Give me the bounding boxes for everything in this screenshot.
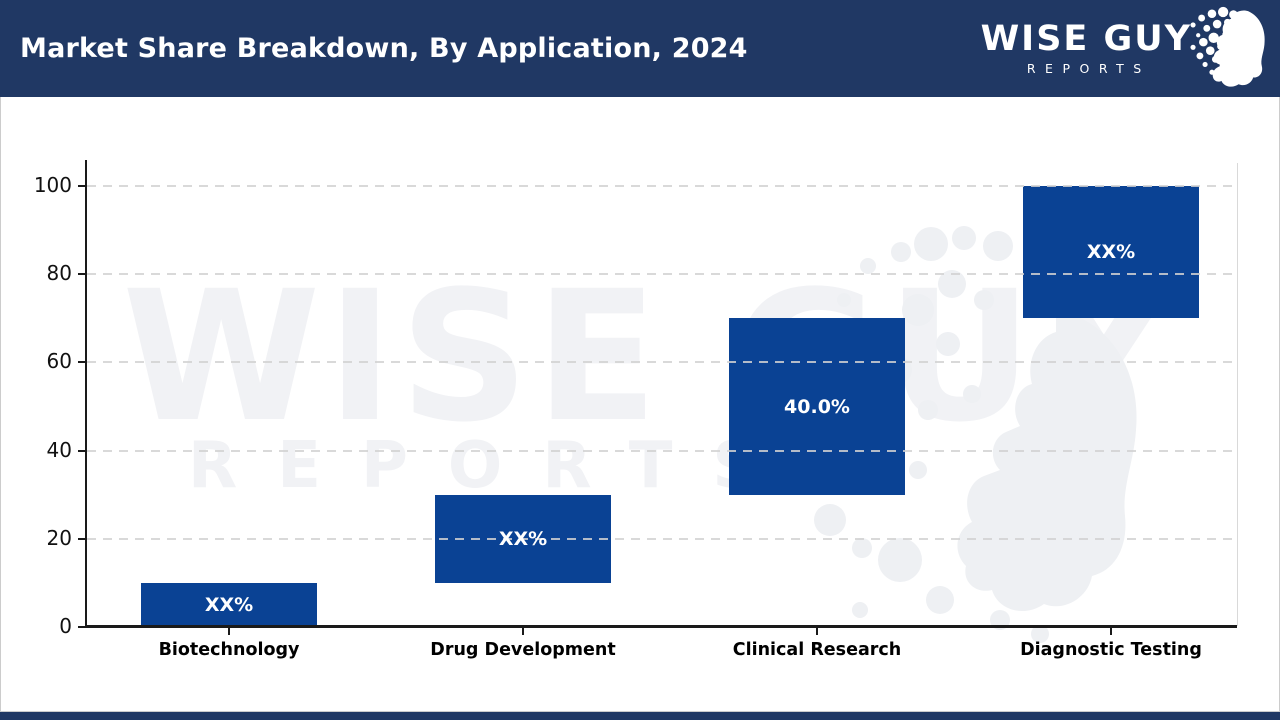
- y-tick-label: 0: [59, 614, 72, 638]
- y-tick-label: 40: [46, 437, 72, 462]
- watermark-wordmark: WISE GUY: [122, 253, 1176, 462]
- y-axis-spine: [85, 160, 87, 627]
- gridline-100: [87, 185, 1237, 187]
- y-tick-20: [78, 537, 86, 540]
- bar-value-label: XX%: [204, 593, 254, 616]
- y-tick-label: 20: [46, 525, 72, 550]
- wise-guy-reports-logo: WISE GUY REPORTS: [981, 6, 1270, 92]
- logo-text: WISE GUY REPORTS: [980, 18, 1192, 76]
- x-tick: [228, 628, 230, 635]
- gridline-60: [87, 361, 1237, 364]
- bar-segment: [1023, 186, 1199, 319]
- y-tick-80: [78, 273, 86, 276]
- bar-value-label: XX%: [498, 527, 548, 550]
- y-tick-label: 80: [46, 261, 72, 286]
- dotted-face-icon: [1190, 6, 1265, 87]
- y-tick-100: [78, 185, 86, 187]
- x-category-label: Biotechnology: [158, 640, 300, 660]
- y-tick-label: 60: [46, 349, 72, 374]
- x-tick: [1110, 628, 1112, 635]
- bar-value-label: XX%: [1086, 241, 1136, 264]
- watermark-subtitle: REPORTS: [188, 429, 799, 503]
- x-tick: [522, 628, 524, 635]
- footer-bar: [0, 712, 1280, 720]
- right-spine: [1237, 163, 1238, 626]
- y-tick-0: [78, 626, 86, 628]
- gridline-20: [87, 537, 1237, 540]
- bar-value-label: 40.0%: [784, 395, 850, 418]
- x-category-label: Clinical Research: [732, 640, 902, 660]
- x-category-label: Drug Development: [430, 640, 616, 660]
- logo-wordmark: WISE GUY: [980, 18, 1192, 59]
- bar-segment: [141, 582, 317, 627]
- header: Market Share Breakdown, By Application, …: [0, 0, 1280, 97]
- x-category-label: Diagnostic Testing: [1020, 640, 1202, 660]
- y-tick-40: [78, 449, 86, 452]
- watermark-dotted-face: [814, 217, 1137, 643]
- x-tick: [816, 628, 818, 635]
- logo-subtitle: REPORTS: [1026, 60, 1151, 76]
- gridline-80: [87, 273, 1237, 276]
- gridline-40: [87, 449, 1237, 452]
- y-tick-label: 100: [33, 173, 72, 197]
- chart-title: Market Share Breakdown, By Application, …: [20, 33, 748, 64]
- x-axis-spine: [85, 625, 1237, 628]
- bar-segment: [729, 318, 905, 495]
- y-tick-60: [78, 361, 86, 364]
